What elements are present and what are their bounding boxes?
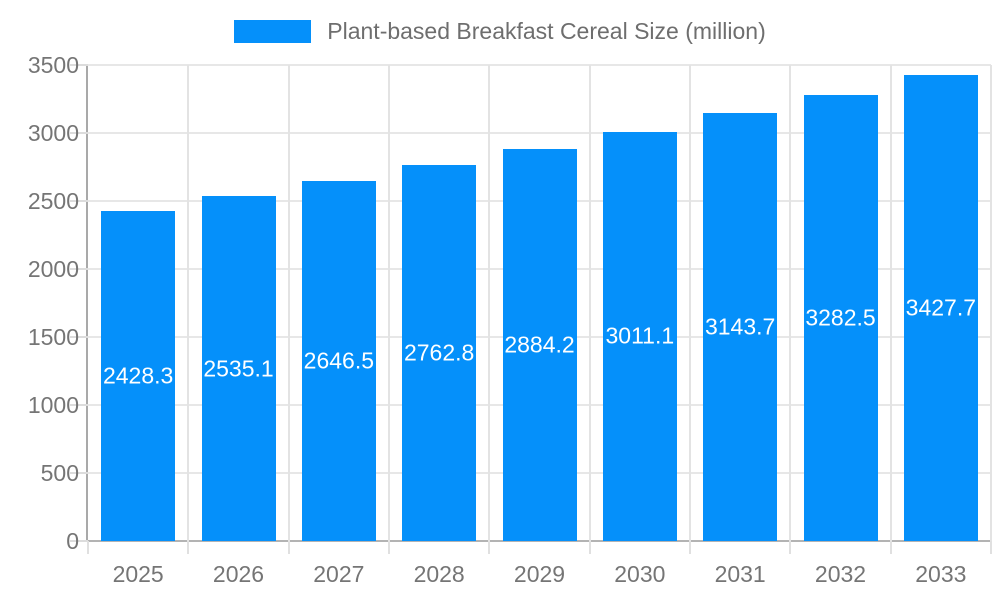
x-gridline: [889, 65, 892, 541]
x-gridline: [187, 65, 190, 541]
bar-value-label: 2646.5: [303, 347, 375, 374]
bar-value-label: 2535.1: [203, 354, 274, 381]
y-gridline: [88, 64, 991, 66]
y-axis-tick: [70, 200, 88, 202]
x-axis-tick: [789, 541, 792, 554]
y-axis-tick: [70, 336, 88, 338]
x-gridline: [789, 65, 792, 541]
bar-value-label: 3282.5: [805, 304, 876, 331]
x-axis-tick: [488, 541, 491, 554]
x-gridline: [990, 65, 992, 541]
bar-value-label: 3143.7: [704, 313, 776, 340]
x-axis-label: 2029: [513, 561, 566, 587]
x-axis-tick: [187, 541, 190, 554]
bar-2031: 3143.7: [703, 113, 778, 541]
y-axis-tick: [70, 472, 88, 474]
y-axis-tick: [70, 132, 88, 134]
y-axis-label: 3000: [27, 120, 79, 146]
plot-area: 2428.3 2535.1 2646.5 2762.8 2884.2 3011.1 3143…: [86, 64, 992, 542]
y-axis-label: 0: [66, 528, 79, 554]
x-axis-tick: [87, 541, 89, 554]
x-axis-tick: [889, 541, 892, 554]
bar-2027: 2646.5: [301, 181, 376, 541]
bar-2026: 2535.1: [201, 196, 276, 541]
bar-2025: 2428.3: [101, 210, 176, 541]
bar-value-label: 3011.1: [605, 322, 675, 349]
chart-title: Plant-based Breakfast Cereal Size (milli…: [327, 17, 766, 44]
x-axis-tick: [689, 541, 691, 554]
x-axis-label: 2027: [313, 561, 365, 587]
legend-swatch: [234, 19, 312, 43]
y-axis-label: 1500: [27, 324, 79, 350]
x-axis-label: 2031: [714, 561, 766, 587]
bar-2028: 2762.8: [402, 165, 477, 541]
bar-2033: 3427.7: [903, 74, 978, 541]
y-axis-label: 500: [40, 460, 79, 486]
x-gridline: [689, 65, 691, 541]
y-gridline: [88, 132, 991, 134]
y-axis-tick: [70, 404, 88, 406]
bar-2032: 3282.5: [803, 94, 878, 541]
y-axis-label: 2000: [27, 256, 79, 282]
bar-value-label: 2884.2: [504, 331, 575, 358]
bar-2030: 3011.1: [602, 131, 677, 541]
chart-legend: Plant-based Breakfast Cereal Size (milli…: [0, 17, 1000, 45]
y-axis-label: 3500: [27, 52, 79, 78]
y-axis-label: 2500: [27, 188, 79, 214]
x-axis-label: 2030: [614, 561, 666, 587]
x-axis-tick: [388, 541, 390, 554]
x-axis-tick: [287, 541, 290, 554]
x-axis-label: 2026: [212, 561, 265, 587]
x-axis-label: 2025: [112, 561, 164, 587]
x-axis-label: 2033: [915, 561, 967, 587]
x-axis-line: [88, 540, 991, 542]
x-axis-label: 2028: [413, 561, 465, 587]
y-axis-line: [86, 65, 88, 541]
y-axis-tick: [70, 268, 88, 270]
x-axis-label: 2032: [814, 561, 867, 587]
y-axis-tick: [70, 540, 88, 542]
x-gridline: [488, 65, 491, 541]
bar-2029: 2884.2: [502, 148, 577, 541]
x-gridline: [287, 65, 290, 541]
x-axis-tick: [588, 541, 591, 554]
y-axis-tick: [70, 64, 88, 66]
bar-value-label: 2762.8: [403, 339, 475, 366]
bar-value-label: 3427.7: [905, 294, 977, 321]
x-gridline: [588, 65, 591, 541]
x-axis-tick: [990, 541, 992, 554]
x-gridline: [388, 65, 390, 541]
y-axis-label: 1000: [27, 392, 79, 418]
bar-value-label: 2428.3: [102, 362, 174, 389]
